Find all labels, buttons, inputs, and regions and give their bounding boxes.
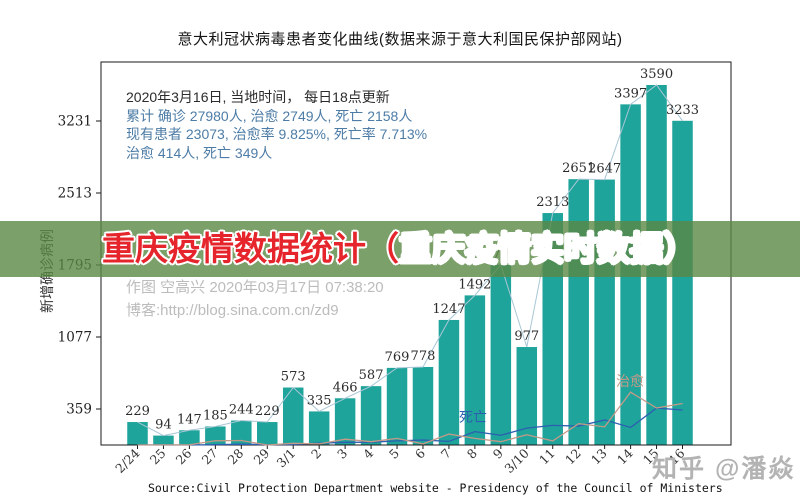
line-治愈 (137, 391, 683, 446)
bar-value-label: 229 (125, 404, 150, 419)
bar-4 (360, 386, 382, 445)
source-note: Source:Civil Protection Department websi… (148, 481, 723, 495)
bar-value-label: 778 (411, 349, 436, 364)
bar-8 (464, 295, 486, 445)
bar-16 (672, 120, 693, 446)
bar-value-label: 977 (514, 329, 539, 344)
bar-top-trend-line (137, 84, 683, 437)
bar-value-label: 2651 (562, 161, 595, 176)
bar-value-label: 1247 (432, 302, 465, 317)
x-tick-label: 2 (308, 446, 324, 462)
x-tick-label: 25 (147, 446, 169, 468)
banner-text-red: 重庆疫情数据统计（ (102, 230, 399, 267)
line-label-死亡: 死亡 (459, 409, 487, 425)
bar-value-label: 229 (255, 404, 280, 419)
x-tick-label: 14 (614, 445, 636, 467)
info-line-cumulative: 累计 确诊 27980人, 治愈 2749人, 死亡 2158人 (126, 107, 413, 124)
x-tick-label: 28 (225, 445, 247, 467)
x-tick-label: 3/1 (273, 446, 298, 471)
x-tick-label: 26 (173, 445, 195, 467)
x-tick-label: 13 (588, 445, 610, 467)
bar-3 (334, 398, 356, 445)
x-tick-label: 11 (536, 446, 558, 468)
x-tick-label: 2/24 (112, 445, 142, 475)
maker-watermark-line1: 作图 空高兴 2020年03月17日 07:38:20 (126, 279, 384, 296)
bar-2 (308, 411, 330, 445)
bar-2/24 (127, 422, 148, 445)
bar-3/1 (282, 387, 304, 445)
x-tick-label: 27 (199, 445, 221, 467)
info-box: 2020年3月16日, 当地时间， 每日18点更新 累计 确诊 27980人, … (126, 88, 427, 162)
bar-value-label: 244 (229, 403, 254, 418)
x-tick-label: 5 (386, 446, 402, 462)
y-tick-label: 3231 (58, 114, 92, 130)
x-tick-label: 7 (438, 445, 454, 461)
bar-26 (179, 430, 200, 445)
bar-value-label: 2313 (536, 195, 569, 210)
bar-value-label: 587 (359, 368, 384, 383)
bar-29 (257, 422, 278, 445)
bar-25 (153, 435, 174, 445)
bar-value-label: 1492 (458, 277, 491, 292)
x-tick-label: 9 (490, 445, 506, 461)
x-tick-label: 6 (412, 445, 428, 461)
x-tick-label: 3/10 (501, 445, 531, 475)
bar-value-label: 3233 (666, 103, 699, 118)
bar-5 (386, 367, 408, 445)
bar-value-label: 185 (203, 408, 228, 423)
y-tick-label: 2513 (58, 186, 92, 202)
info-line-update: 2020年3月16日, 当地时间， 每日18点更新 (126, 89, 390, 105)
bar-value-label: 3397 (614, 86, 647, 101)
info-line-daily: 治愈 414人, 死亡 349人 (126, 144, 273, 161)
x-tick-label: 8 (464, 445, 480, 461)
zhihu-watermark: 知乎 @潘焱 (652, 455, 796, 483)
maker-watermark-line2: 博客:http://blog.sina.com.cn/zd9 (126, 302, 339, 319)
bar-12 (568, 179, 589, 445)
y-tick-label: 1077 (58, 330, 92, 346)
bar-9 (490, 264, 512, 445)
bar-value-label: 94 (155, 418, 172, 433)
bar-6 (412, 366, 434, 445)
x-tick-label: 3 (334, 445, 350, 461)
bar-3/10 (516, 347, 538, 445)
info-line-current: 现有患者 23073, 治愈率 9.825%, 死亡率 7.713% (126, 126, 428, 142)
overlay-banner: 重庆疫情数据统计（重庆疫情实时数据） (0, 221, 800, 277)
bar-value-label: 466 (333, 380, 358, 395)
x-tick-label: 4 (360, 445, 376, 461)
x-tick-label: 12 (562, 446, 584, 468)
bar-value-label: 335 (307, 393, 332, 408)
bar-value-label: 573 (281, 370, 306, 385)
x-tick-label: 29 (251, 445, 273, 467)
bar-value-label: 147 (177, 412, 202, 427)
y-tick-label: 359 (66, 402, 92, 418)
bar-13 (594, 179, 615, 445)
chart-title: 意大利冠状病毒患者变化曲线(数据来源于意大利国民保护部网站) (177, 31, 623, 48)
bar-7 (438, 319, 460, 445)
bar-value-label: 2647 (588, 162, 621, 177)
bar-28 (231, 420, 252, 445)
bar-value-label: 3590 (640, 67, 673, 82)
bar-value-label: 769 (385, 350, 410, 365)
line-label-治愈: 治愈 (616, 373, 644, 389)
maker-watermark: 作图 空高兴 2020年03月17日 07:38:20 博客:http://bl… (126, 276, 384, 322)
banner-text-white: 重庆疫情实时数据） (399, 230, 696, 267)
